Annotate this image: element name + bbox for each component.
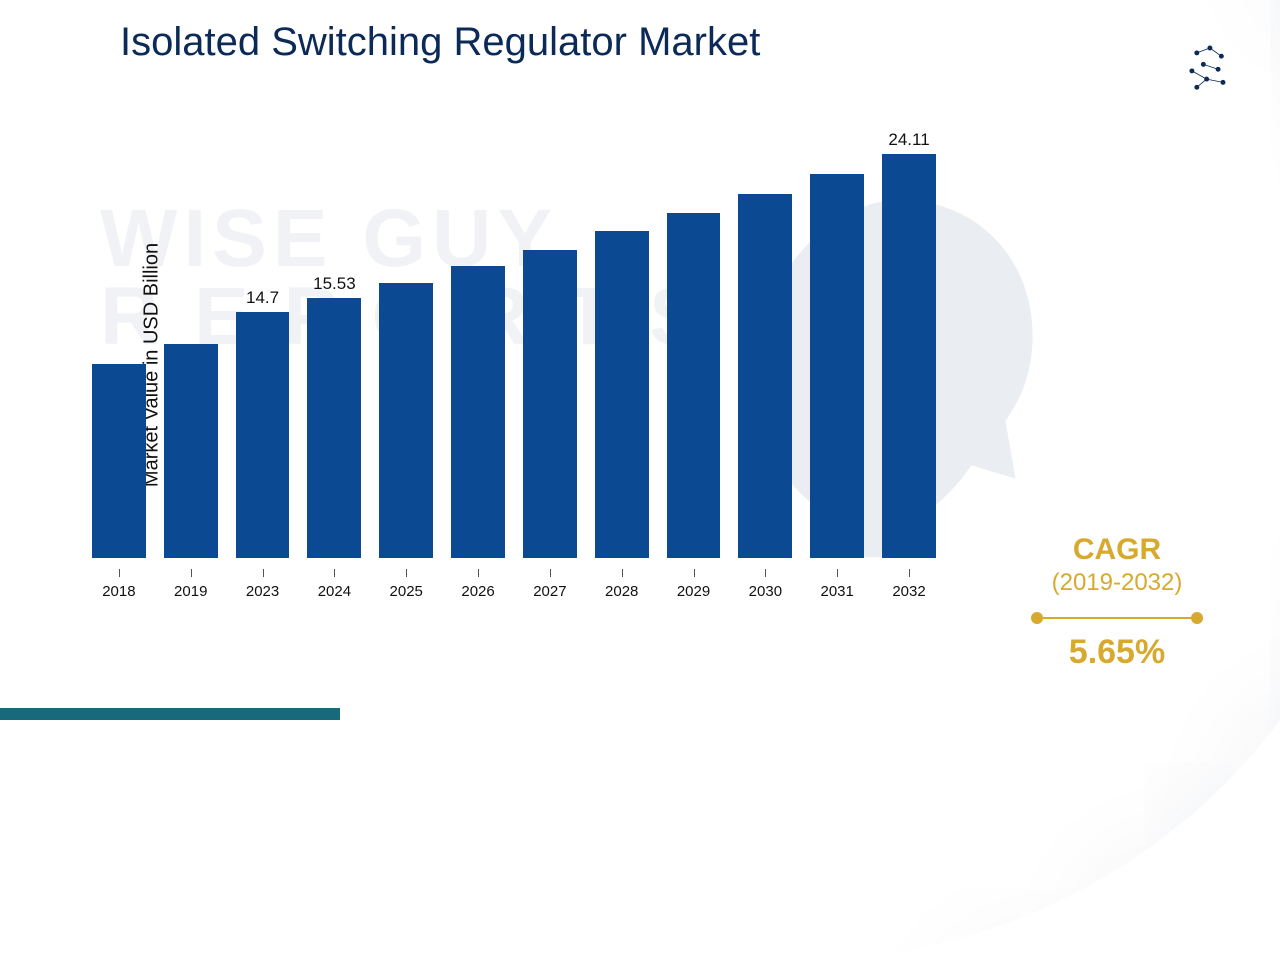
x-tick: 2032 — [882, 569, 936, 600]
x-tick: 2031 — [810, 569, 864, 600]
cagr-label: CAGR — [1002, 533, 1232, 567]
bar — [307, 298, 361, 558]
stage: WISE GUY R E P O R T S Isolated Switchin… — [0, 0, 1280, 720]
x-tick: 2025 — [379, 569, 433, 600]
bar — [595, 231, 649, 558]
bar-col — [595, 207, 649, 558]
x-tick: 2030 — [738, 569, 792, 600]
chart-area: WISE GUY R E P O R T S Market Value in U… — [30, 130, 940, 600]
bar — [379, 283, 433, 558]
bar-value-label: 24.11 — [888, 130, 929, 150]
bar — [92, 364, 146, 558]
logo-line1: WISE GUY — [964, 49, 1150, 83]
bar-col — [810, 150, 864, 558]
x-tick: 2024 — [307, 569, 361, 600]
bar-col — [667, 189, 721, 558]
cagr-block: CAGR (2019-2032) 5.65% — [1002, 533, 1232, 672]
x-tick: 2026 — [451, 569, 505, 600]
bar-col: 14.7 — [236, 288, 290, 558]
bar — [164, 344, 218, 558]
cagr-period: (2019-2032) — [1002, 569, 1232, 597]
bar-value-label: 14.7 — [246, 288, 279, 308]
logo-head-icon — [1164, 30, 1246, 120]
bar — [451, 266, 505, 558]
cagr-divider — [1037, 617, 1197, 619]
bar-col — [451, 242, 505, 558]
bottom-strip — [0, 708, 340, 720]
bar-col — [164, 320, 218, 558]
brand-logo: WISE GUY R E P O R T S — [949, 30, 1246, 120]
bar-col: 24.11 — [882, 130, 936, 558]
bar — [810, 174, 864, 558]
x-tick: 2027 — [523, 569, 577, 600]
logo-line2: R E P O R T S — [949, 87, 1150, 102]
chart-title: Isolated Switching Regulator Market — [120, 20, 760, 65]
bar-col — [523, 226, 577, 558]
x-tick: 2019 — [164, 569, 218, 600]
bar — [667, 213, 721, 558]
cagr-value: 5.65% — [1002, 633, 1232, 672]
bar-value-label: 15.53 — [313, 274, 356, 294]
bar-col — [92, 340, 146, 558]
x-tick: 2018 — [92, 569, 146, 600]
bar-plot: 14.7 15.53 24.11 — [88, 130, 940, 558]
bar — [523, 250, 577, 558]
bar — [236, 312, 290, 558]
x-tick: 2029 — [667, 569, 721, 600]
x-tick: 2028 — [595, 569, 649, 600]
bar-col — [738, 170, 792, 558]
bar — [882, 154, 936, 558]
x-axis: 2018 2019 2023 2024 2025 2026 2027 2028 2029 2030… — [88, 569, 940, 600]
bar-col — [379, 259, 433, 558]
bar-col: 15.53 — [307, 274, 361, 558]
bar — [738, 194, 792, 558]
x-tick: 2023 — [236, 569, 290, 600]
